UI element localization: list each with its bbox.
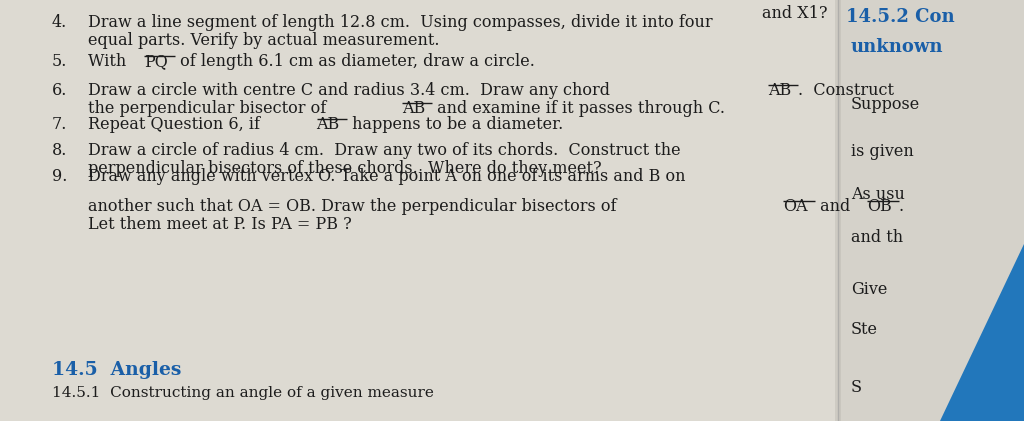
Text: another such that OA = OB. Draw the perpendicular bisectors of: another such that OA = OB. Draw the perp…: [88, 198, 627, 215]
Polygon shape: [940, 244, 1024, 421]
Text: Repeat Question 6, if: Repeat Question 6, if: [88, 116, 265, 133]
Text: the perpendicular bisector of: the perpendicular bisector of: [88, 100, 332, 117]
Text: Draw a line segment of length 12.8 cm.  Using compasses, divide it into four: Draw a line segment of length 12.8 cm. U…: [88, 14, 713, 31]
Text: Draw any angle with vertex O. Take a point A on one of its arms and B on: Draw any angle with vertex O. Take a poi…: [88, 168, 685, 185]
FancyBboxPatch shape: [0, 0, 838, 421]
Text: and X1?: and X1?: [762, 5, 827, 22]
Text: 7.: 7.: [52, 116, 68, 133]
Text: OB: OB: [867, 198, 892, 215]
Text: Give: Give: [851, 281, 887, 298]
Text: and: and: [815, 198, 855, 215]
Text: equal parts. Verify by actual measurement.: equal parts. Verify by actual measuremen…: [88, 32, 439, 49]
Text: With: With: [88, 53, 131, 70]
Text: Draw a circle of radius 4 cm.  Draw any two of its chords.  Construct the: Draw a circle of radius 4 cm. Draw any t…: [88, 142, 681, 159]
Text: Let them meet at P. Is PA = PB ?: Let them meet at P. Is PA = PB ?: [88, 216, 352, 233]
Text: 14.5.1  Constructing an angle of a given measure: 14.5.1 Constructing an angle of a given …: [52, 386, 434, 400]
Text: 14.5.2 Con: 14.5.2 Con: [846, 8, 954, 26]
Text: S: S: [851, 379, 861, 396]
Text: 5.: 5.: [52, 53, 68, 70]
Text: .  Construct: . Construct: [798, 82, 894, 99]
Text: AB: AB: [402, 100, 425, 117]
Text: and examine if it passes through C.: and examine if it passes through C.: [432, 100, 725, 117]
Text: of length 6.1 cm as diameter, draw a circle.: of length 6.1 cm as diameter, draw a cir…: [175, 53, 535, 70]
Text: perpendicular bisectors of these chords.  Where do they meet?: perpendicular bisectors of these chords.…: [88, 160, 602, 177]
Text: 9.: 9.: [52, 168, 68, 185]
Text: and th: and th: [851, 229, 903, 246]
Text: .: .: [899, 198, 904, 215]
FancyBboxPatch shape: [838, 0, 1024, 421]
Text: OA: OA: [783, 198, 808, 215]
Text: PQ: PQ: [144, 53, 168, 70]
Text: 6.: 6.: [52, 82, 68, 99]
Text: AB: AB: [768, 82, 792, 99]
Text: AB: AB: [316, 116, 340, 133]
Text: 8.: 8.: [52, 142, 68, 159]
Text: Draw a circle with centre C and radius 3.4 cm.  Draw any chord: Draw a circle with centre C and radius 3…: [88, 82, 615, 99]
FancyBboxPatch shape: [835, 0, 841, 421]
Text: is given: is given: [851, 143, 913, 160]
Text: happens to be a diameter.: happens to be a diameter.: [346, 116, 563, 133]
Text: 4.: 4.: [52, 14, 68, 31]
Text: As usu: As usu: [851, 186, 904, 203]
Text: unknown: unknown: [851, 38, 943, 56]
Text: Suppose: Suppose: [851, 96, 920, 113]
Text: 14.5  Angles: 14.5 Angles: [52, 361, 181, 379]
Text: Ste: Ste: [851, 321, 878, 338]
